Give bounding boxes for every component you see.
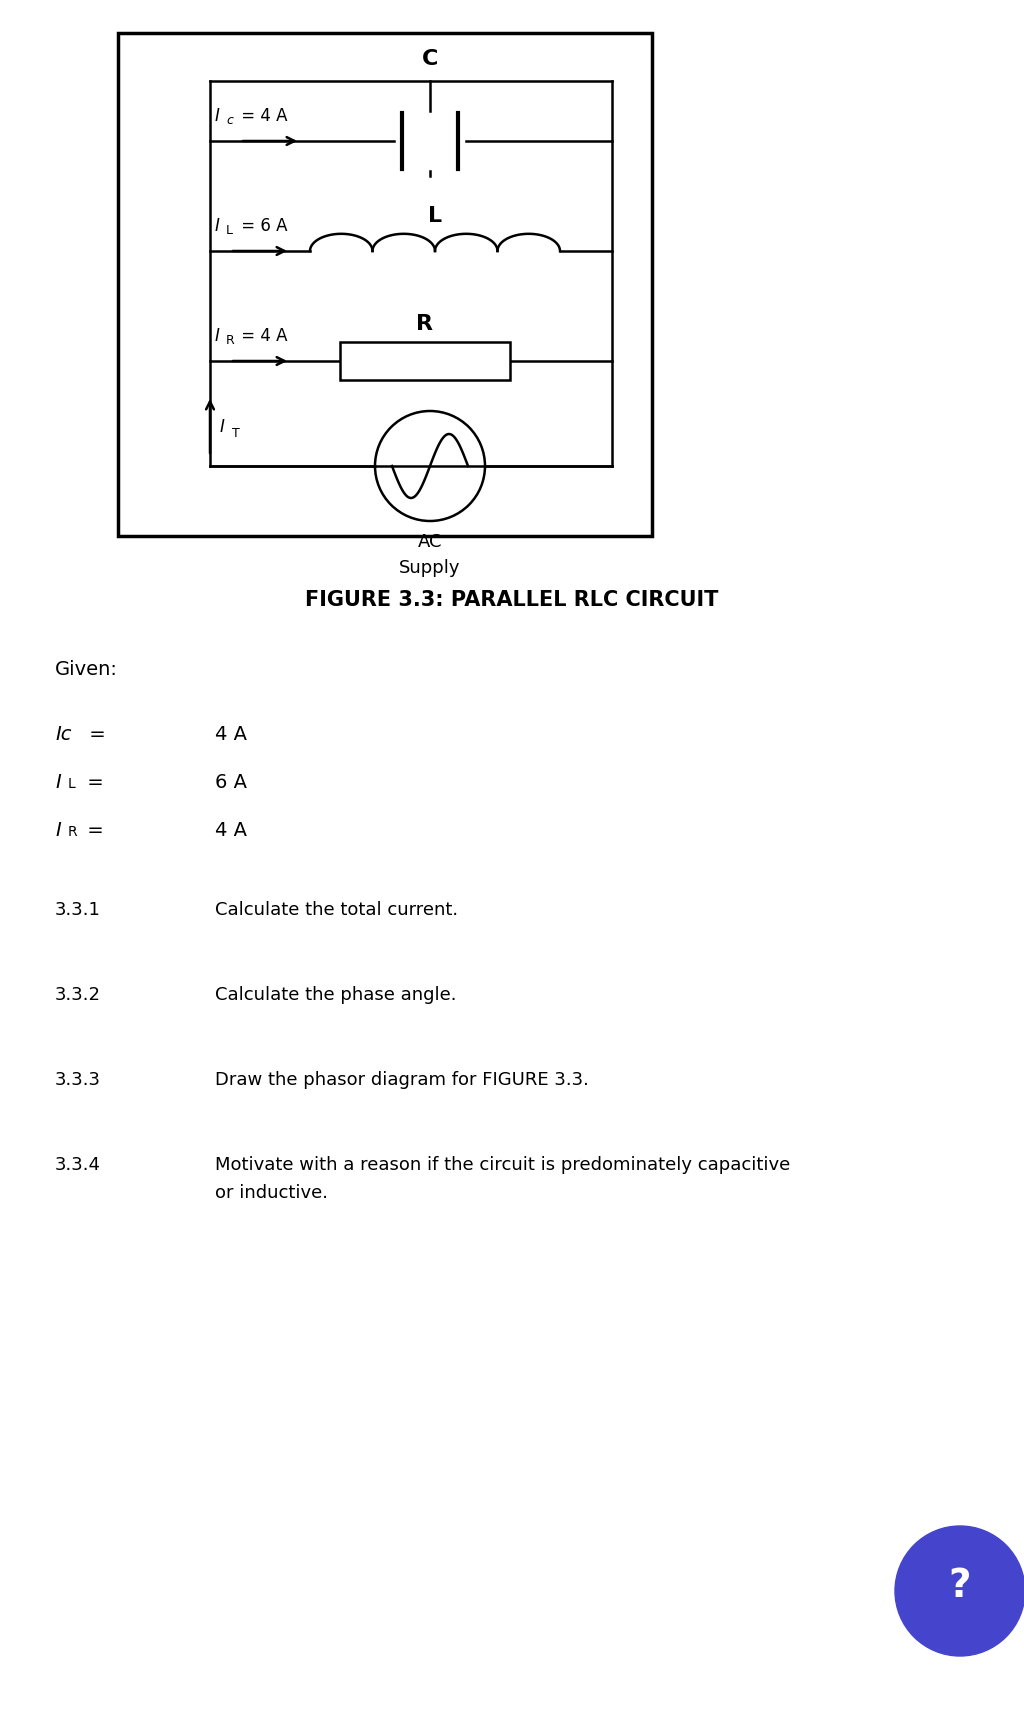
Text: Calculate the total current.: Calculate the total current.	[215, 902, 458, 919]
Text: Calculate the phase angle.: Calculate the phase angle.	[215, 986, 457, 1004]
Text: 3.3.1: 3.3.1	[55, 902, 101, 919]
Text: = 4 A: = 4 A	[236, 327, 288, 346]
Text: = 4 A: = 4 A	[236, 108, 288, 125]
Text: =: =	[81, 773, 103, 792]
Text: R: R	[226, 334, 234, 347]
Text: AC: AC	[418, 534, 442, 551]
Text: R: R	[68, 825, 78, 838]
Text: =: =	[81, 821, 103, 840]
Text: or inductive.: or inductive.	[215, 1184, 328, 1203]
Text: Ic: Ic	[55, 725, 72, 744]
Text: =: =	[83, 725, 105, 744]
Text: Draw the phasor diagram for FIGURE 3.3.: Draw the phasor diagram for FIGURE 3.3.	[215, 1071, 589, 1088]
Text: I: I	[215, 327, 220, 346]
Text: = 6 A: = 6 A	[236, 217, 288, 234]
Text: L: L	[428, 205, 442, 226]
Text: L: L	[226, 224, 233, 238]
Text: R: R	[417, 315, 433, 334]
Text: c: c	[226, 115, 232, 127]
Bar	[118, 33, 652, 536]
Text: 4 A: 4 A	[215, 725, 247, 744]
Text: 4 A: 4 A	[215, 821, 247, 840]
Text: ?: ?	[949, 1567, 971, 1605]
Text: T: T	[232, 428, 240, 440]
Text: FIGURE 3.3: PARALLEL RLC CIRCUIT: FIGURE 3.3: PARALLEL RLC CIRCUIT	[305, 590, 719, 611]
Bar	[340, 342, 510, 380]
Text: Supply: Supply	[399, 559, 461, 577]
Text: I: I	[215, 108, 220, 125]
Text: I: I	[215, 217, 220, 234]
Text: 3.3.2: 3.3.2	[55, 986, 101, 1004]
Text: I: I	[55, 773, 60, 792]
Circle shape	[895, 1526, 1024, 1656]
Text: Given:: Given:	[55, 660, 118, 679]
Text: C: C	[422, 50, 438, 68]
Text: I: I	[55, 821, 60, 840]
Text: 6 A: 6 A	[215, 773, 247, 792]
Text: L: L	[68, 777, 76, 790]
Text: 3.3.4: 3.3.4	[55, 1157, 101, 1174]
Text: Motivate with a reason if the circuit is predominately capacitive: Motivate with a reason if the circuit is…	[215, 1157, 791, 1174]
Text: 3.3.3: 3.3.3	[55, 1071, 101, 1088]
Text: I: I	[220, 417, 225, 436]
